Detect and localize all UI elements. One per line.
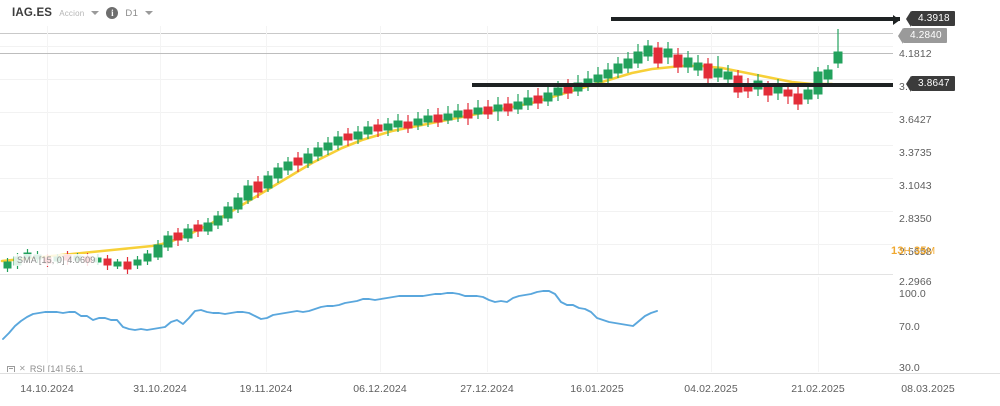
- sma-line: [0, 64, 834, 263]
- countdown-hours: 13: [891, 245, 904, 257]
- price-tick-m2: 2.5658: [899, 246, 932, 258]
- rsi-legend[interactable]: ✕ RSI [14] 56.1: [4, 363, 87, 372]
- chart-toolbar: IAG.ES Accion i D1: [0, 0, 1000, 26]
- info-icon[interactable]: i: [106, 7, 119, 19]
- price-chart-svg: [0, 26, 893, 274]
- rsi-line: [2, 290, 658, 340]
- support-line[interactable]: [472, 83, 893, 87]
- close-icon[interactable]: ✕: [19, 364, 26, 373]
- date-tick-3: 06.12.2024: [353, 383, 407, 395]
- resistance-price-badge[interactable]: 4.3918: [906, 11, 955, 27]
- price-tick-2: 3.6427: [899, 114, 932, 126]
- date-tick-5: 16.01.2025: [570, 383, 624, 395]
- rsi-vertical-gridlines: [47, 277, 819, 372]
- candlestick-series: [3, 29, 843, 274]
- pane-divider: [0, 274, 893, 275]
- price-tick-m1: 2.8350: [899, 213, 932, 225]
- price-tick-4: 4.1812: [899, 48, 932, 60]
- chevron-down-icon[interactable]: [91, 11, 100, 15]
- rsi-chart-pane[interactable]: ✕ RSI [14] 56.1: [0, 277, 893, 372]
- resistance-line-arrow: [893, 15, 900, 25]
- price-tick-m3: 2.2966: [899, 276, 932, 288]
- symbol-subtitle: Accion: [59, 8, 85, 18]
- date-axis[interactable]: 14.10.2024 31.10.2024 19.11.2024 06.12.2…: [0, 373, 1000, 406]
- horizontal-gridlines: [0, 46, 893, 245]
- bullish-candles: [3, 29, 843, 272]
- countdown-hours-unit: H: [903, 246, 915, 257]
- date-tick-8: 08.03.2025: [901, 383, 955, 395]
- date-tick-6: 04.02.2025: [684, 383, 738, 395]
- countdown-minutes-unit: M: [926, 246, 936, 257]
- price-tick-1: 3.3735: [899, 147, 932, 159]
- timeframe-chevron-down-icon[interactable]: [145, 11, 154, 15]
- date-tick-2: 19.11.2024: [239, 383, 293, 395]
- sma-legend-label: SMA [15, 0] 4.0609: [17, 255, 96, 265]
- rsi-tick-30: 30.0: [899, 362, 920, 374]
- timeframe-label[interactable]: D1: [125, 7, 139, 19]
- rsi-legend-label: RSI [14] 56.1: [29, 364, 84, 372]
- indicator-settings-icon[interactable]: [7, 365, 15, 372]
- rsi-tick-70: 70.0: [899, 321, 920, 333]
- bearish-candles: [43, 42, 803, 274]
- rsi-tick-100: 100.0: [899, 288, 926, 300]
- header-divider: [0, 33, 893, 34]
- symbol-label[interactable]: IAG.ES: [12, 7, 53, 19]
- date-tick-4: 27.12.2024: [460, 383, 514, 395]
- vertical-gridlines: [47, 26, 819, 274]
- price-tick-0: 3.1043: [899, 180, 932, 192]
- rsi-chart-svg: [2, 277, 819, 372]
- date-tick-1: 31.10.2024: [133, 383, 187, 395]
- resistance-line-top[interactable]: [611, 17, 900, 21]
- support-price-badge[interactable]: 3.8647: [906, 76, 955, 92]
- sma-legend[interactable]: SMA [15, 0] 4.0609: [14, 254, 99, 266]
- bar-countdown-timer: 13H 35M: [891, 245, 935, 257]
- date-tick-0: 14.10.2024: [20, 383, 74, 395]
- countdown-minutes: 35: [914, 245, 927, 257]
- date-tick-7: 21.02.2025: [791, 383, 845, 395]
- last-price-badge[interactable]: 4.2840: [898, 28, 947, 44]
- price-chart-pane[interactable]: SMA [15, 0] 4.0609: [0, 26, 893, 274]
